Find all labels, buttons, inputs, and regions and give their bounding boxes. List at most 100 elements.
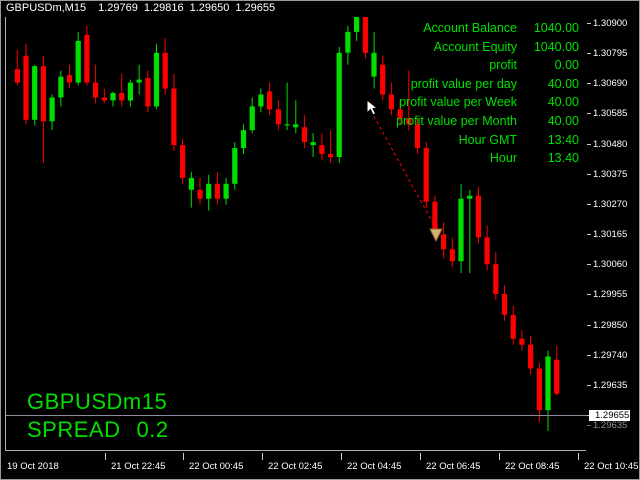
candle-body xyxy=(501,294,508,315)
info-row: Hour GMT 13:40 xyxy=(373,131,585,150)
info-row: profit 0.00 xyxy=(373,56,585,75)
candle-body xyxy=(319,145,325,154)
sell-arrow-icon xyxy=(429,228,443,243)
candle-body xyxy=(249,106,255,131)
candle-body xyxy=(301,127,307,143)
tick-dash-icon xyxy=(587,264,591,266)
candle-body xyxy=(58,76,64,98)
tick-value: 1.29635 xyxy=(593,379,628,391)
price-tick-label: 1.30690 xyxy=(587,78,627,89)
price-tick-label: 1.30375 xyxy=(587,169,627,180)
tick-dash-icon xyxy=(587,83,591,85)
tick-dash-icon xyxy=(587,22,591,24)
price-axis[interactable]: 1.30900 1.30795 1.30690 1.30585 1.30480 1.303… xyxy=(587,17,640,451)
tick-value: 1.30060 xyxy=(593,259,628,271)
time-axis[interactable]: 19 Oct 2018 21 Oct 22:45 22 Oct 00:45 22 Oc… xyxy=(5,453,639,479)
candle-body xyxy=(554,359,560,394)
candle-body xyxy=(275,109,281,125)
candle-body xyxy=(414,124,421,149)
candle-body xyxy=(232,148,238,184)
watermark-symbol-label: GBPUSDm15 xyxy=(27,389,168,414)
candle-body xyxy=(127,82,133,101)
price-tick-label: 1.30165 xyxy=(587,229,627,240)
candle-body xyxy=(75,40,81,83)
candle-body xyxy=(153,52,160,107)
candle-body xyxy=(145,78,151,107)
tick-value: 1.30165 xyxy=(593,229,628,241)
price-tick-label: 1.30480 xyxy=(587,139,627,150)
price-tick-label: 1.29850 xyxy=(587,320,627,331)
chart-plot-area[interactable] xyxy=(5,17,586,451)
current-price-line xyxy=(6,415,587,416)
info-label: profit xyxy=(489,58,517,73)
candle-body xyxy=(484,237,490,265)
price-tick-label: 1.30585 xyxy=(587,108,627,119)
quote-close: 1.29655 xyxy=(235,2,276,14)
info-value: 13.40 xyxy=(547,151,579,166)
candle-body xyxy=(101,97,107,101)
candle-body xyxy=(441,234,447,250)
info-value: 40.00 xyxy=(547,76,579,91)
candle-body xyxy=(162,52,168,89)
chart-watermark-labels: GBPUSDm15 SPREAD 0.2 xyxy=(27,389,169,443)
candle-body xyxy=(354,17,360,32)
candle-body xyxy=(93,82,99,98)
symbol-quote-header: GBPUSDm,M15 1.29769 1.29816 1.29650 1.29655 xyxy=(1,1,639,16)
time-tick-label: 22 Oct 04:45 xyxy=(347,461,402,472)
info-row: profit value per Month 40.00 xyxy=(373,112,585,131)
crosshair-cursor-icon xyxy=(366,98,379,116)
symbol-period-title: GBPUSDm,M15 xyxy=(6,2,87,14)
price-tick-label: 1.29635 xyxy=(587,380,627,391)
time-tick-separator xyxy=(420,453,421,460)
candle-body xyxy=(84,34,90,83)
candle-body xyxy=(362,17,368,53)
info-label: Account Equity xyxy=(433,39,517,54)
candle-body xyxy=(519,338,525,345)
tick-value: 1.30270 xyxy=(593,198,628,210)
time-tick-separator xyxy=(499,453,500,460)
candle-body xyxy=(258,94,264,107)
info-label: Hour GMT xyxy=(458,132,517,147)
candle-body xyxy=(171,88,177,146)
time-tick-label: 22 Oct 00:45 xyxy=(189,461,244,472)
candle-body xyxy=(223,183,229,199)
candle-body xyxy=(327,154,334,157)
info-row: Account Equity 1040.00 xyxy=(373,38,585,57)
time-tick-separator xyxy=(183,453,184,460)
tick-value: 1.30585 xyxy=(593,108,628,120)
price-tick-label: 1.30270 xyxy=(587,199,627,210)
candle-body xyxy=(66,75,73,83)
watermark-spread-label: SPREAD 0.2 xyxy=(27,417,169,443)
info-value: 1040.00 xyxy=(533,21,579,35)
tick-value: 1.30375 xyxy=(593,168,628,180)
candle-body xyxy=(397,109,403,119)
time-tick-label: 22 Oct 10:45 xyxy=(584,461,639,472)
info-label: profit value per Month xyxy=(396,113,517,128)
spread-value: 0.2 xyxy=(136,417,169,442)
tick-dash-icon xyxy=(587,143,591,145)
quote-open: 1.29769 xyxy=(98,2,138,14)
info-value: 13:40 xyxy=(547,132,579,147)
candle-body xyxy=(14,69,20,83)
tick-value: 1.30480 xyxy=(593,138,628,150)
info-value: 40.00 xyxy=(547,113,579,128)
tick-value: 1.30795 xyxy=(593,48,628,60)
candle-body xyxy=(136,79,142,83)
candle-body xyxy=(458,198,464,262)
candle-body xyxy=(371,52,377,77)
candle-body xyxy=(110,93,116,101)
time-tick-separator xyxy=(578,453,579,460)
candle-body xyxy=(545,356,551,411)
tick-dash-icon xyxy=(587,113,591,115)
time-tick-separator xyxy=(105,453,106,460)
candle-body xyxy=(206,183,212,199)
info-value: 0.00 xyxy=(554,58,579,73)
candle-body xyxy=(49,97,55,122)
candle-body xyxy=(267,91,273,110)
candle-body xyxy=(406,118,412,125)
candle-body xyxy=(336,52,342,157)
info-label: profit value per Week xyxy=(399,95,517,110)
candle-body xyxy=(467,195,473,199)
info-row: profit value per Week 40.00 xyxy=(373,93,585,112)
